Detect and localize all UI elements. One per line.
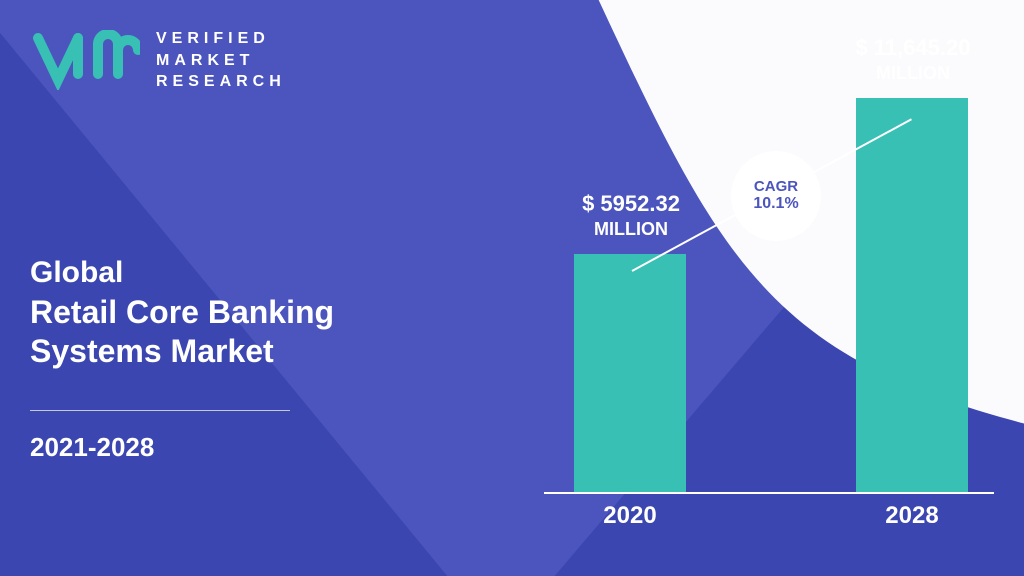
bar-2020-value: $ 5952.32 <box>536 190 726 218</box>
headline-line-1: Global <box>30 256 334 290</box>
bar-2020-fill <box>574 254 686 492</box>
bar-2028-value-label: $ 11,645.20 MILLION <box>818 34 1008 84</box>
forecast-period: 2021-2028 <box>30 432 154 463</box>
bar-2020-x-label: 2020 <box>574 502 686 530</box>
bar-2020: $ 5952.32 MILLION <box>574 254 686 492</box>
brand-name: VERIFIED MARKET RESEARCH <box>156 28 286 93</box>
headline: Global Retail Core Banking Systems Marke… <box>30 256 334 370</box>
cagr-value: 10.1% <box>753 195 798 213</box>
bar-2028-value: $ 11,645.20 <box>818 34 1008 62</box>
divider-line <box>30 410 290 411</box>
bar-2020-value-label: $ 5952.32 MILLION <box>536 190 726 240</box>
bar-2028-unit: MILLION <box>818 62 1008 85</box>
bar-2028-x-label: 2028 <box>856 502 968 530</box>
bar-2020-unit: MILLION <box>536 218 726 241</box>
brand-logo: VERIFIED MARKET RESEARCH <box>30 28 286 93</box>
cagr-badge: CAGR 10.1% <box>731 151 821 241</box>
market-size-chart: $ 5952.32 MILLION 2020 $ 11,645.20 MILLI… <box>544 58 994 538</box>
brand-line-2: MARKET <box>156 50 286 72</box>
brand-line-1: VERIFIED <box>156 28 286 50</box>
bar-2028: $ 11,645.20 MILLION <box>856 98 968 492</box>
cagr-label: CAGR <box>754 178 798 195</box>
x-axis-line <box>544 492 994 494</box>
brand-line-3: RESEARCH <box>156 71 286 93</box>
vmr-logo-icon <box>30 30 140 90</box>
headline-line-2: Retail Core Banking <box>30 294 334 331</box>
headline-line-3: Systems Market <box>30 333 334 370</box>
bar-2028-fill <box>856 98 968 492</box>
